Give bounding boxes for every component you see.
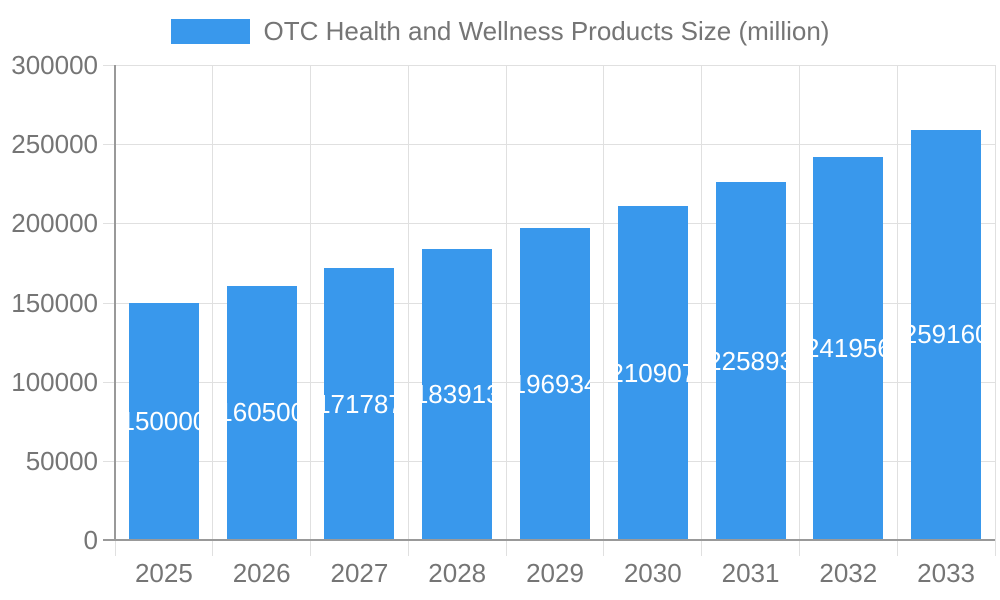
bar-2032[interactable]: 241956: [813, 156, 884, 540]
y-tick-label: 100000: [11, 366, 98, 397]
bar-value-label: 160500: [227, 397, 297, 428]
v-gridline: [994, 65, 996, 556]
x-tick-label-2032: 2032: [819, 558, 878, 588]
v-gridline: [310, 65, 312, 556]
bar-value-label: 196934: [520, 368, 590, 399]
x-tick-label-2028: 2028: [428, 558, 487, 588]
bar-2031[interactable]: 225893: [715, 182, 786, 540]
h-gridline: [103, 223, 995, 225]
bar-2029[interactable]: 196934: [520, 228, 590, 540]
legend: OTC Health and Wellness Products Size (m…: [0, 16, 1000, 47]
plot-area: 150000 160500 171787 183913 196934 210907 2258…: [103, 65, 996, 556]
y-tick-label: 150000: [11, 287, 98, 318]
x-tick-label-2033: 2033: [917, 558, 976, 588]
x-tick-label-2027: 2027: [330, 558, 389, 588]
x-tick-label-2029: 2029: [526, 558, 584, 588]
bar-value-label: 210907: [618, 357, 688, 388]
bar-2030[interactable]: 210907: [617, 206, 688, 540]
y-tick-label: 0: [83, 525, 98, 555]
legend-item[interactable]: OTC Health and Wellness Products Size (m…: [170, 16, 830, 47]
bar-value-label: 225893: [716, 345, 786, 376]
bar-2033[interactable]: 259160: [911, 129, 982, 540]
x-tick-label-2031: 2031: [721, 558, 780, 588]
x-tick-label-2030: 2030: [623, 558, 682, 588]
x-tick-label-2026: 2026: [232, 558, 291, 588]
h-gridline: [103, 65, 995, 66]
bar-value-label: 171787: [324, 388, 394, 419]
x-tick-label-2025: 2025: [134, 558, 193, 588]
x-axis-line: [103, 539, 995, 541]
v-gridline: [407, 65, 409, 556]
bar-value-label: 150000: [129, 405, 199, 436]
y-tick-label: 200000: [11, 208, 98, 239]
y-axis-line: [114, 65, 116, 540]
bar-2027[interactable]: 171787: [324, 268, 395, 540]
bar-2028[interactable]: 183913: [422, 248, 493, 540]
bar-value-label: 241956: [813, 332, 883, 363]
y-tick-label: 300000: [11, 50, 98, 80]
bar-2026[interactable]: 160500: [226, 285, 297, 540]
v-gridline: [701, 65, 703, 556]
bar-2025[interactable]: 150000: [128, 302, 199, 540]
legend-swatch-icon: [170, 19, 250, 44]
v-gridline: [505, 65, 507, 556]
bar-value-label: 259160: [911, 319, 981, 350]
y-tick-label: 50000: [25, 445, 98, 476]
v-gridline: [603, 65, 605, 556]
x-axis-labels: 2025 2026 2027 2028 2029 2030 2031 2032 2033: [115, 560, 995, 592]
v-gridline: [212, 65, 214, 556]
legend-label: OTC Health and Wellness Products Size (m…: [263, 16, 830, 46]
bar-value-label: 183913: [422, 378, 492, 409]
v-gridline: [896, 65, 898, 556]
y-tick-label: 250000: [11, 129, 98, 160]
h-gridline: [103, 144, 995, 146]
y-axis-labels: 300000 250000 200000 150000 100000 50000 0: [0, 52, 98, 553]
v-gridline: [798, 65, 800, 556]
